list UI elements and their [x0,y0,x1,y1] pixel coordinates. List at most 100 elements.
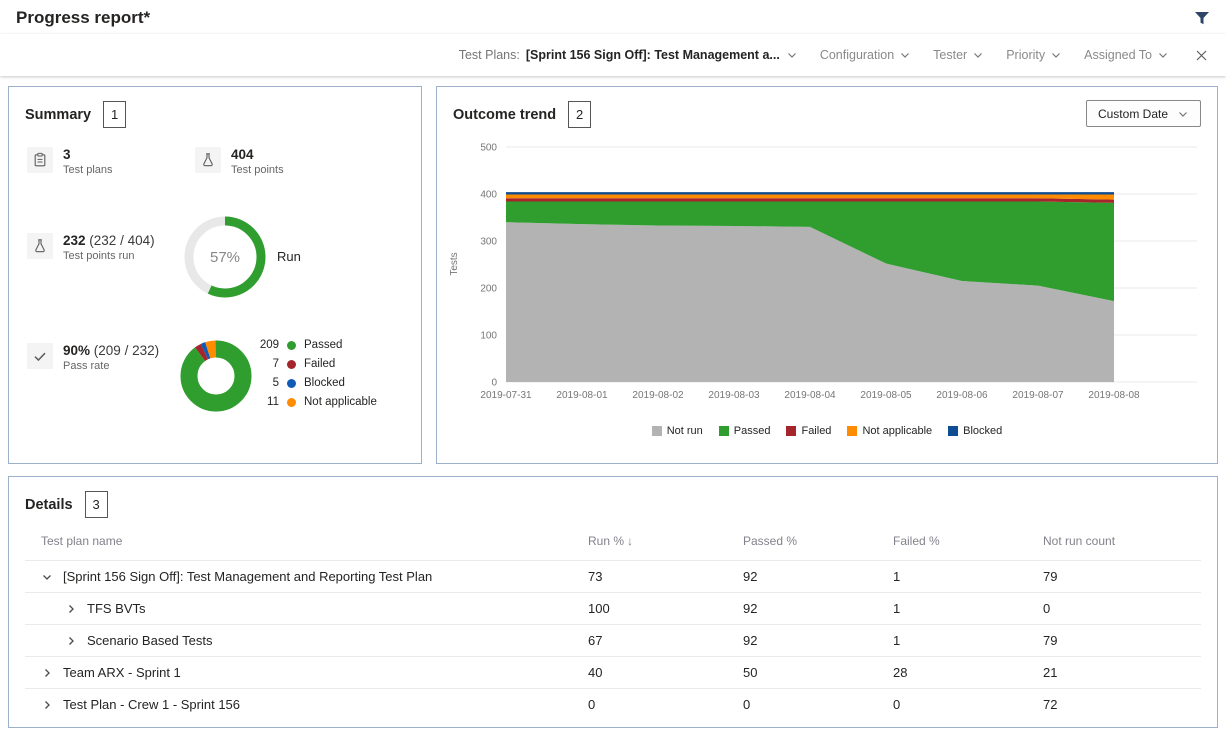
details-step-badge: 3 [84,491,108,518]
run-percent-cell: 100 [588,601,610,616]
table-row[interactable]: TFS BVTs 100 92 1 0 [25,592,1201,624]
filter-dropdown-tester[interactable]: Tester [933,48,984,62]
chevron-down-icon[interactable] [41,571,53,583]
svg-text:2019-08-04: 2019-08-04 [784,390,836,401]
filter-dropdown-assigned-to[interactable]: Assigned To [1084,48,1169,62]
chevron-right-icon[interactable] [65,635,77,647]
failed-percent-cell: 1 [893,569,901,584]
outcome-trend-panel: Outcome trend 2 Custom Date 0 100 200 300 40… [436,86,1218,464]
flask-icon [195,147,221,173]
trend-legend-item: Passed [718,425,770,437]
test-plan-name-cell: Test Plan - Crew 1 - Sprint 156 [25,697,588,712]
chevron-down-icon [901,53,910,58]
column-header-not-run-count[interactable]: Not run count [1043,534,1116,548]
legend-swatch [651,426,662,436]
column-header-run-percent[interactable]: Run % ↓ [588,534,634,548]
legend-dot [287,378,296,388]
run-percent-cell: 40 [588,665,603,680]
outcome-legend-item: 11 Not applicable [267,396,377,408]
run-percent-cell: 67 [588,633,603,648]
filter-dropdown-configuration[interactable]: Configuration [820,48,911,62]
top-bar: Progress report* [0,0,1226,34]
not-run-count-cell: 79 [1043,569,1058,584]
trend-step-badge: 2 [568,101,592,128]
chevron-right-icon[interactable] [41,699,53,711]
run-donut-percent: 57% [209,248,241,266]
summary-step-badge: 1 [103,101,127,128]
svg-text:2019-08-07: 2019-08-07 [1012,390,1064,401]
passed-percent-cell: 92 [743,601,758,616]
legend-dot [287,340,296,350]
test-plans-value: [Sprint 156 Sign Off]: Test Management a… [525,48,780,62]
details-panel: Details 3 Test plan name Run % ↓ Passed %… [8,476,1218,728]
chevron-down-icon [1179,111,1187,117]
passed-percent-cell: 92 [743,633,758,648]
not-run-count-cell: 0 [1043,601,1051,616]
legend-swatch [948,426,959,436]
svg-text:2019-08-06: 2019-08-06 [936,390,988,401]
outcome-legend-item: 5 Blocked [272,377,345,389]
custom-date-dropdown[interactable]: Custom Date [1085,100,1201,127]
not-run-count-cell: 79 [1043,633,1058,648]
run-percent-cell: 73 [588,569,603,584]
outcome-legend-item: 7 Failed [272,358,336,370]
filter-toggle-button[interactable] [1194,10,1210,26]
sort-desc-indicator: ↓ [627,534,634,548]
run-donut-label: Run [277,249,301,264]
svg-text:500: 500 [480,143,497,154]
legend-swatch [786,426,797,436]
column-header-test-plan-name[interactable]: Test plan name [41,534,123,548]
chevron-right-icon[interactable] [65,603,77,615]
svg-text:100: 100 [480,331,497,342]
svg-text:200: 200 [480,284,497,295]
details-table-body: [Sprint 156 Sign Off]: Test Management a… [25,560,1201,720]
stat-label: Test points [231,164,284,176]
failed-percent-cell: 0 [893,697,901,712]
legend-swatch [718,426,729,436]
chevron-right-icon[interactable] [41,667,53,679]
test-plan-name-cell: Team ARX - Sprint 1 [25,665,588,680]
details-table: Test plan name Run % ↓ Passed % Failed % … [25,530,1201,720]
test-plan-name-cell: [Sprint 156 Sign Off]: Test Management a… [25,569,588,584]
test-plans-filter[interactable]: Test Plans: [Sprint 156 Sign Off]: Test … [459,48,798,62]
svg-text:400: 400 [480,190,497,201]
svg-text:0: 0 [491,378,497,389]
summary-panel: Summary 1 3 Test plans 404 Test poi [8,86,422,464]
trend-legend-item: Blocked [948,425,1002,437]
trend-legend-item: Not run [651,425,703,437]
passed-percent-cell: 50 [743,665,758,680]
filter-dropdown-priority[interactable]: Priority [1006,48,1062,62]
svg-text:2019-08-05: 2019-08-05 [860,390,912,401]
not-run-count-cell: 72 [1043,697,1058,712]
outcome-donut-legend: 209 Passed 7 Failed 5 Blocked 11 Not applicable [255,339,377,415]
run-percent-cell: 0 [588,697,596,712]
trend-legend-item: Not applicable [847,425,932,437]
passed-percent-cell: 0 [743,697,751,712]
stat-test-points: 404 Test points [195,147,284,176]
legend-swatch [847,426,858,436]
passed-percent-cell: 92 [743,569,758,584]
chevron-down-icon [974,53,983,58]
table-row[interactable]: [Sprint 156 Sign Off]: Test Management a… [25,560,1201,592]
failed-percent-cell: 28 [893,665,908,680]
stat-value: 90% [63,343,91,358]
test-plan-name-cell: Scenario Based Tests [25,633,588,648]
test-plan-icon [27,147,53,173]
table-row[interactable]: Test Plan - Crew 1 - Sprint 156 0 0 0 72 [25,688,1201,720]
table-row[interactable]: Scenario Based Tests 67 92 1 79 [25,624,1201,656]
svg-text:2019-08-02: 2019-08-02 [632,390,684,401]
page-title: Progress report* [16,8,151,27]
chevron-down-icon [1159,53,1167,58]
stat-label: Test plans [63,164,113,176]
close-filter-icon[interactable] [1195,49,1208,62]
stat-label: Pass rate [63,360,110,372]
stat-test-plans: 3 Test plans [27,147,113,176]
column-header-failed-percent[interactable]: Failed % [893,534,940,548]
svg-text:Tests: Tests [449,252,460,275]
stat-value: 3 [63,147,71,162]
run-donut-chart [184,216,266,298]
legend-dot [287,397,296,407]
outcome-donut-chart [180,340,252,412]
table-row[interactable]: Team ARX - Sprint 1 40 50 28 21 [25,656,1201,688]
column-header-passed-percent[interactable]: Passed % [743,534,798,548]
